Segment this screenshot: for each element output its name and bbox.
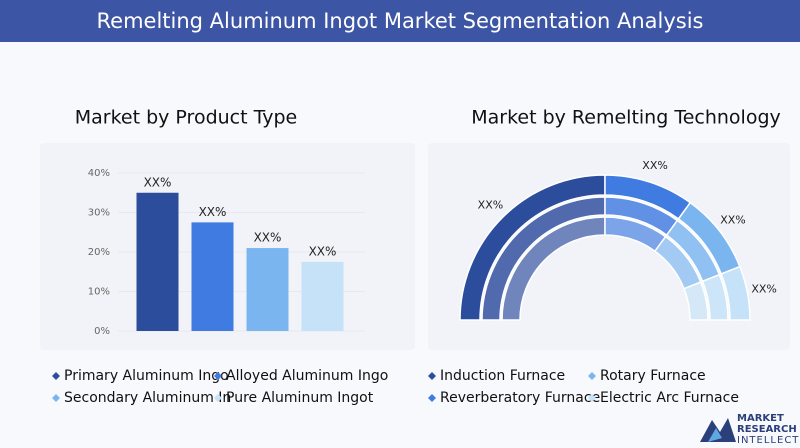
y-tick-label: 10% xyxy=(88,287,110,298)
legend-label: Primary Aluminum Ingo xyxy=(64,368,229,384)
logo-text: RESEARCH xyxy=(737,424,797,435)
data-label: XX% xyxy=(199,205,227,219)
logo-icon xyxy=(700,418,736,442)
legend-marker xyxy=(214,372,222,380)
y-tick-label: 30% xyxy=(88,208,110,219)
data-label: XX% xyxy=(309,244,337,258)
donut-segment xyxy=(683,281,709,321)
chart-title: Market by Remelting Technology xyxy=(471,107,781,129)
legend-label: Rotary Furnace xyxy=(600,368,706,384)
data-label: XX% xyxy=(751,283,777,296)
data-label: XX% xyxy=(720,214,746,227)
legend-marker xyxy=(588,394,596,402)
data-label: XX% xyxy=(478,198,504,211)
legend-label: Secondary Aluminum In xyxy=(64,390,231,406)
legend-marker xyxy=(588,372,596,380)
y-tick-label: 20% xyxy=(88,247,110,258)
data-label: XX% xyxy=(642,159,668,172)
legend-marker xyxy=(428,372,436,380)
legend-marker xyxy=(214,394,222,402)
chart-title: Market by Product Type xyxy=(75,107,298,129)
legend-marker xyxy=(52,394,60,402)
y-tick-label: 0% xyxy=(94,326,110,337)
y-tick-label: 40% xyxy=(88,168,110,179)
legend-marker xyxy=(428,394,436,402)
data-label: XX% xyxy=(254,231,282,245)
donut-segment xyxy=(720,265,751,321)
donut-segment xyxy=(701,273,729,321)
banner xyxy=(0,0,800,42)
bar xyxy=(301,261,344,331)
logo-text: MARKET xyxy=(737,413,784,424)
legend-label: Electric Arc Furnace xyxy=(600,390,739,406)
logo-text: INTELLECT xyxy=(737,435,799,446)
legend-marker xyxy=(52,372,60,380)
legend-label: Pure Aluminum Ingot xyxy=(226,390,374,406)
data-label: XX% xyxy=(144,175,172,189)
bar xyxy=(136,192,179,331)
legend-label: Reverberatory Furnace xyxy=(440,390,600,406)
bar xyxy=(191,222,234,331)
legend-label: Alloyed Aluminum Ingo xyxy=(226,368,388,384)
bar xyxy=(246,248,289,331)
legend-label: Induction Furnace xyxy=(440,368,565,384)
page-title: Remelting Aluminum Ingot Market Segmenta… xyxy=(97,9,704,33)
